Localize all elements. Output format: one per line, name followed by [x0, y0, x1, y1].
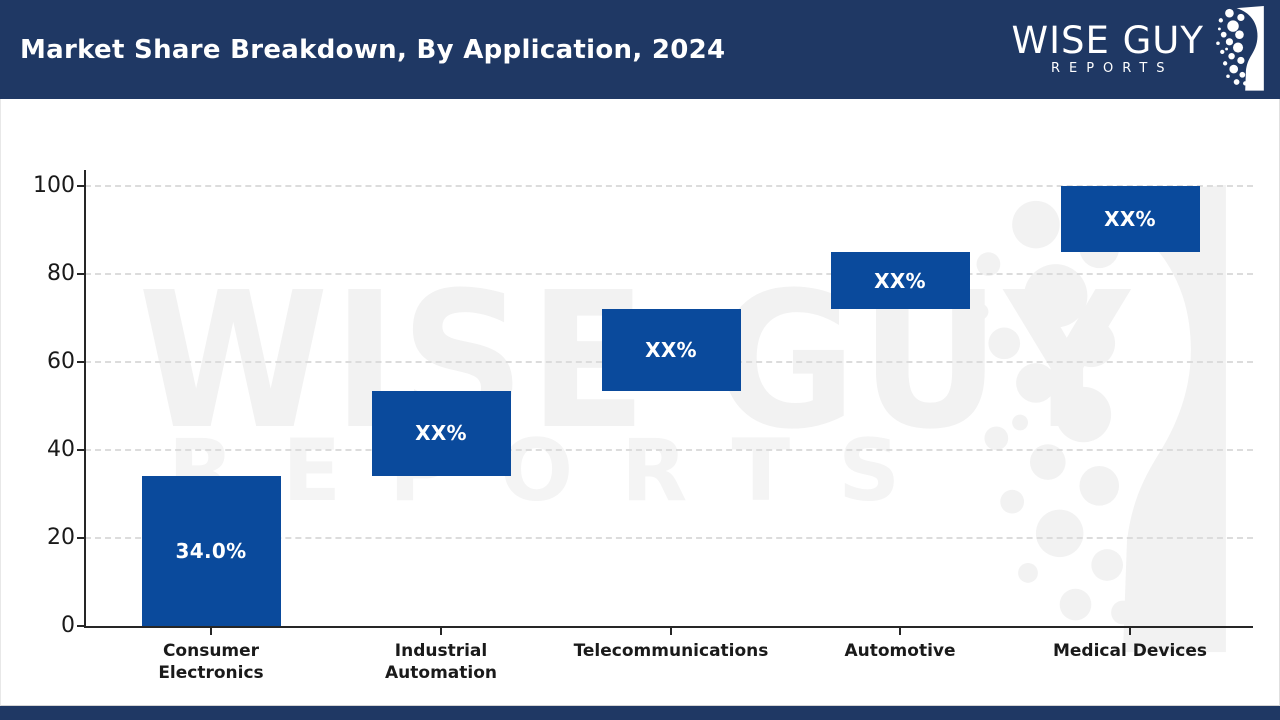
- gridline: [85, 537, 1253, 539]
- logo-head-icon: [1216, 6, 1264, 91]
- y-tick-label: 40: [47, 437, 75, 462]
- bar-value-label: XX%: [874, 268, 926, 293]
- x-category-label-line: Industrial: [394, 641, 488, 661]
- x-tick-mark: [210, 628, 212, 635]
- logo-wordmark: WISE GUY REPORTS: [1011, 18, 1204, 77]
- bar-value-label: XX%: [1104, 207, 1156, 231]
- gridline: [85, 273, 1253, 275]
- x-tick-mark: [899, 628, 901, 635]
- page-title: Market Share Breakdown, By Application, …: [20, 34, 726, 65]
- y-tick-mark: [77, 625, 85, 627]
- brand-logo: WISE GUY REPORTS: [1012, 6, 1266, 92]
- gridline: [85, 185, 1253, 187]
- gridline: [85, 449, 1253, 451]
- x-category-label: Industrial Automation: [321, 640, 561, 684]
- y-tick-mark: [77, 361, 85, 363]
- footer-bar: [0, 706, 1280, 720]
- x-tick-mark: [1129, 628, 1131, 635]
- y-tick-label: 60: [47, 349, 75, 374]
- x-category-label-line: Telecommunications: [573, 641, 769, 661]
- x-category-label-line: Automotive: [844, 641, 956, 661]
- x-category-label: Consumer Electronics: [91, 640, 331, 684]
- y-tick-mark: [77, 273, 85, 275]
- bar: XX%: [1060, 186, 1200, 252]
- y-tick-mark: [77, 185, 85, 187]
- bar-value-label: 34.0%: [175, 539, 247, 564]
- bar: 34.0%: [141, 476, 281, 626]
- x-category-label-line: Consumer: [162, 641, 260, 661]
- x-category-label: Medical Devices: [1010, 640, 1250, 662]
- logo-reports-text: REPORTS: [1050, 61, 1174, 77]
- x-category-label-line: Electronics: [158, 663, 264, 684]
- x-category-label: Automotive: [780, 640, 1020, 662]
- bar: XX%: [830, 252, 970, 310]
- y-tick-label: 0: [61, 613, 75, 638]
- x-category-label-line: Automation: [385, 663, 497, 684]
- logo-name-text: WISE GUY: [1011, 18, 1204, 62]
- y-tick-label: 100: [33, 173, 75, 198]
- bar: XX%: [601, 309, 741, 391]
- bar: XX%: [371, 390, 511, 477]
- y-tick-label: 20: [47, 525, 75, 550]
- x-tick-mark: [670, 628, 672, 635]
- x-tick-mark: [440, 628, 442, 635]
- y-tick-mark: [77, 537, 85, 539]
- header-bar: Market Share Breakdown, By Application, …: [0, 0, 1280, 99]
- x-category-label-line: Medical Devices: [1052, 641, 1207, 661]
- bar-value-label: XX%: [645, 337, 697, 362]
- y-axis: [84, 170, 86, 628]
- y-tick-mark: [77, 449, 85, 451]
- x-axis: [84, 626, 1253, 628]
- y-tick-label: 80: [47, 261, 75, 286]
- bar-value-label: XX%: [415, 421, 467, 446]
- x-category-label: Telecommunications: [551, 640, 791, 662]
